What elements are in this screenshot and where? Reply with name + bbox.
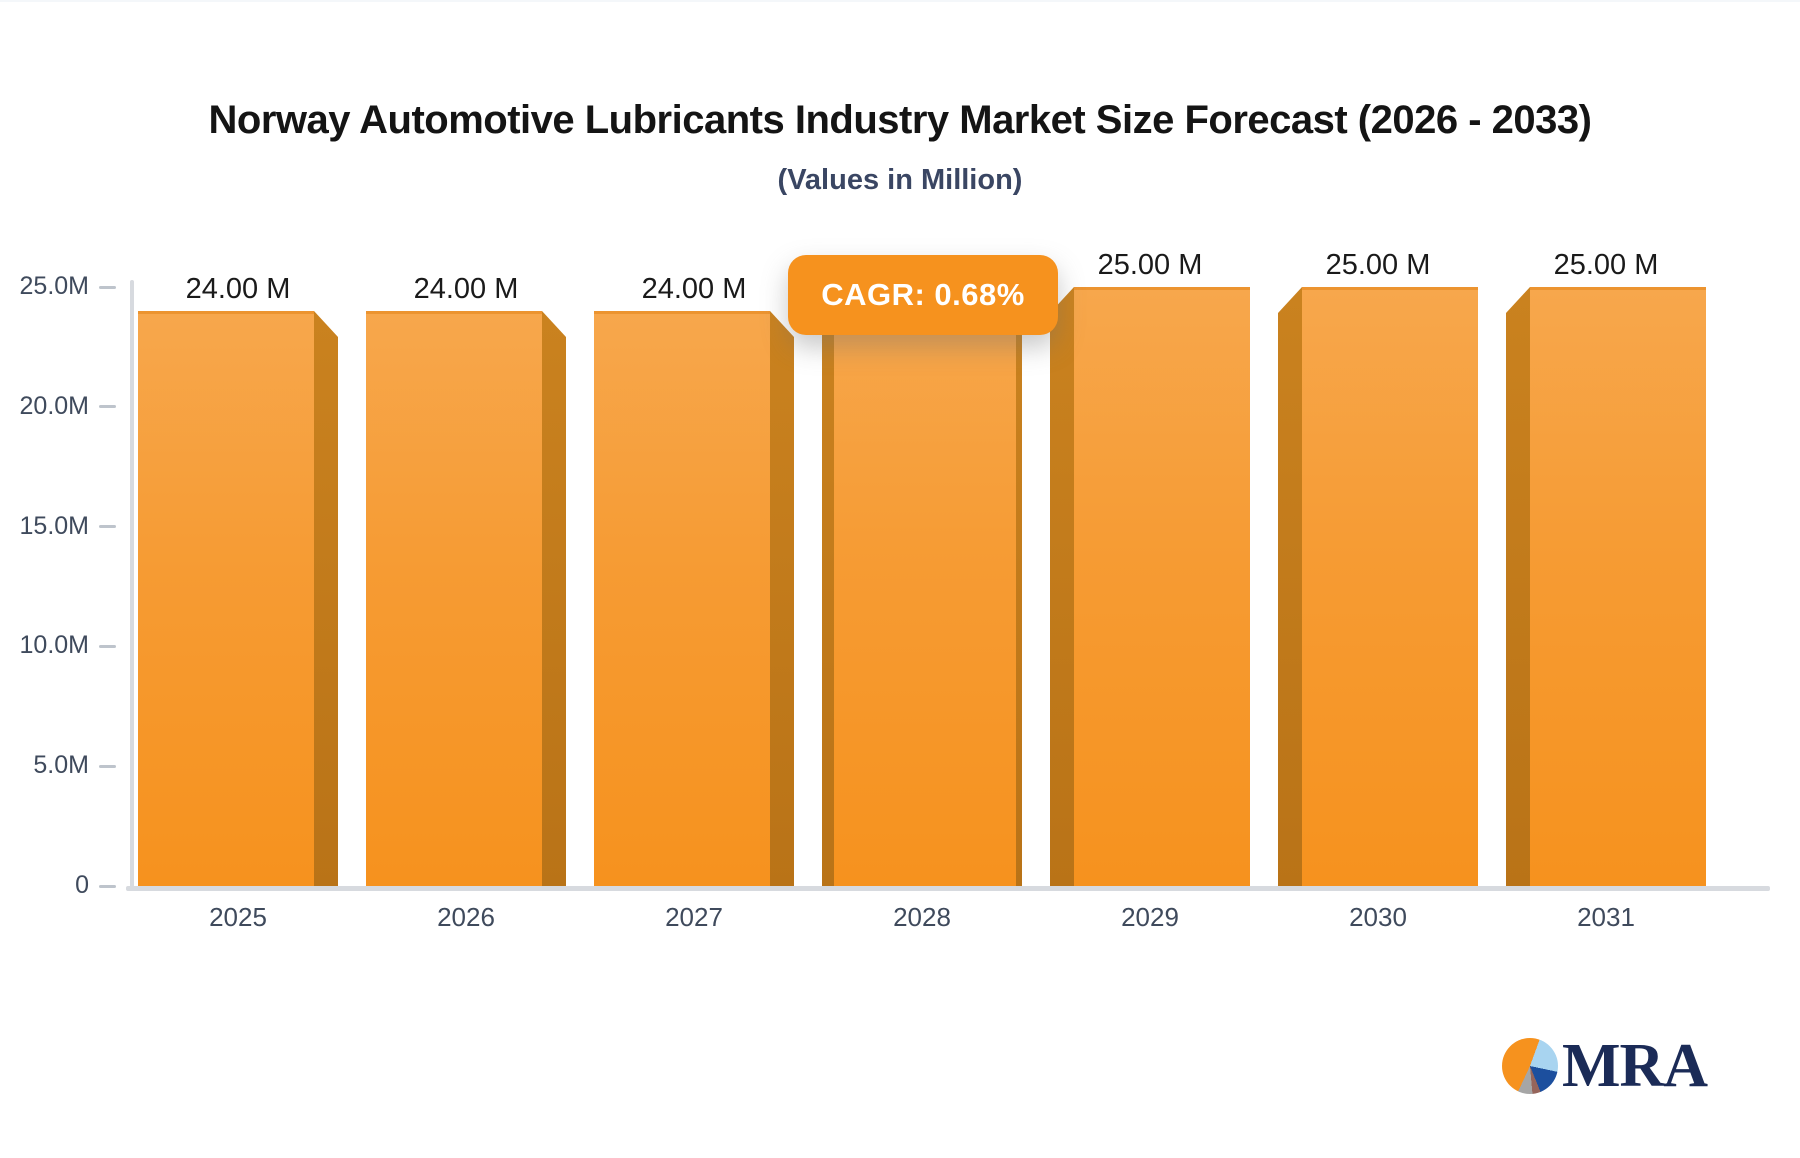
- bar-value-label: 24.00 M: [641, 272, 747, 305]
- brand-logo-text: MRA: [1562, 1032, 1708, 1100]
- bar[interactable]: [1278, 287, 1478, 886]
- x-axis-label: 2029: [1121, 902, 1179, 932]
- y-tick-label: 0: [75, 871, 89, 899]
- y-tick-mark: [99, 525, 116, 529]
- chart-subtitle: (Values in Million): [777, 164, 1023, 196]
- bar-face: [594, 310, 770, 886]
- bar-face: [138, 310, 314, 886]
- bar-value-label: 24.00 M: [185, 272, 291, 305]
- y-tick-label: 10.0M: [19, 631, 89, 660]
- x-axis-label: 2027: [665, 902, 723, 932]
- x-axis-label: 2030: [1349, 902, 1407, 932]
- bar-3d-edge: [314, 310, 338, 886]
- bar-3d-edge: [822, 298, 834, 886]
- bar-3d-edge: [770, 310, 794, 886]
- y-tick-mark: [99, 644, 116, 648]
- bar[interactable]: [366, 310, 566, 886]
- x-axis-label: 2025: [209, 902, 267, 932]
- y-tick-label: 15.0M: [19, 511, 89, 540]
- bar-face: [1530, 287, 1706, 886]
- x-axis-label: 2028: [893, 902, 951, 932]
- bar-value-label: 24.00 M: [413, 272, 519, 305]
- y-tick-mark: [99, 884, 116, 888]
- bar-value-label: 25.00 M: [1325, 249, 1431, 281]
- bar-3d-edge: [1016, 298, 1022, 886]
- bar-value-label: 25.00 M: [1553, 249, 1659, 281]
- y-tick-label: 20.0M: [19, 391, 89, 420]
- bar-value-label: 25.00 M: [1097, 249, 1203, 281]
- pie-chart-icon: [1502, 1038, 1558, 1094]
- bar-3d-edge: [1050, 287, 1074, 886]
- bar[interactable]: [1050, 287, 1250, 886]
- x-axis-label: 2026: [437, 902, 495, 932]
- bar[interactable]: [822, 298, 1022, 886]
- bar[interactable]: [138, 310, 338, 886]
- chart-title: Norway Automotive Lubricants Industry Ma…: [208, 98, 1592, 142]
- y-tick-mark: [99, 764, 116, 768]
- y-tick-label: 25.0M: [19, 272, 89, 300]
- brand-logo: MRA: [1502, 1032, 1708, 1100]
- bar-face: [366, 310, 542, 886]
- bar-face: [1074, 287, 1250, 886]
- bar-3d-edge: [1278, 287, 1302, 886]
- cagr-badge[interactable]: CAGR: 0.68%: [788, 255, 1058, 335]
- y-tick-mark: [99, 285, 116, 289]
- y-axis-line: [130, 280, 134, 888]
- cagr-badge-label: CAGR: 0.68%: [821, 277, 1025, 312]
- x-axis-label: 2031: [1577, 902, 1635, 932]
- x-axis-line: [126, 886, 1770, 891]
- bar[interactable]: [1506, 287, 1706, 886]
- bar[interactable]: [594, 310, 794, 886]
- y-tick-label: 5.0M: [33, 751, 89, 780]
- bar-face: [834, 298, 1016, 886]
- y-tick-mark: [99, 405, 116, 409]
- bar-face: [1302, 287, 1478, 886]
- bar-3d-edge: [1506, 287, 1530, 886]
- bar-3d-edge: [542, 310, 566, 886]
